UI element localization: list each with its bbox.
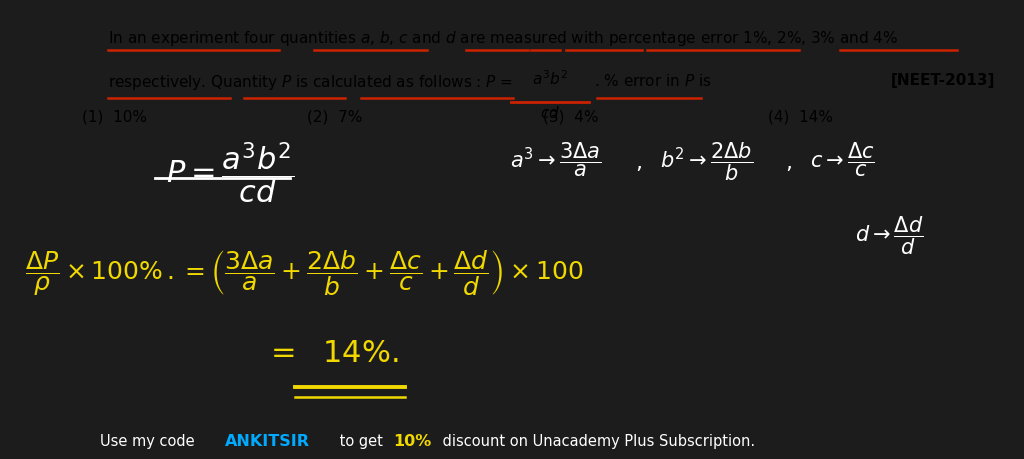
Text: ,: , xyxy=(785,153,792,174)
Text: $b^2 \rightarrow \dfrac{2\Delta b}{b}$: $b^2 \rightarrow \dfrac{2\Delta b}{b}$ xyxy=(660,140,753,183)
Text: ANKITSIR: ANKITSIR xyxy=(225,434,310,449)
Text: . % error in $P$ is: . % error in $P$ is xyxy=(594,73,712,89)
Text: Use my code: Use my code xyxy=(100,434,200,449)
Text: respectively. Quantity $P$ is calculated as follows : $P$ =: respectively. Quantity $P$ is calculated… xyxy=(108,73,514,92)
Text: [NEET-2013]: [NEET-2013] xyxy=(891,73,995,88)
Text: In an experiment four quantities $a$, $b$, $c$ and $d$ are measured with percent: In an experiment four quantities $a$, $b… xyxy=(108,29,898,48)
Text: (3)  4%: (3) 4% xyxy=(543,109,598,124)
Text: (1)  10%: (1) 10% xyxy=(82,109,146,124)
Text: to get: to get xyxy=(335,434,387,449)
Text: $= \ \ 14\%.$: $= \ \ 14\%.$ xyxy=(265,338,398,369)
Text: $d \rightarrow \dfrac{\Delta d}{d}$: $d \rightarrow \dfrac{\Delta d}{d}$ xyxy=(855,214,924,257)
Text: $c \rightarrow \dfrac{\Delta c}{c}$: $c \rightarrow \dfrac{\Delta c}{c}$ xyxy=(810,140,874,179)
Text: discount on Unacademy Plus Subscription.: discount on Unacademy Plus Subscription. xyxy=(438,434,755,449)
Text: (4)  14%: (4) 14% xyxy=(768,109,833,124)
Text: $P = \dfrac{a^3b^2}{cd}$: $P = \dfrac{a^3b^2}{cd}$ xyxy=(166,140,294,206)
Text: ,: , xyxy=(635,153,642,174)
Text: (2)  7%: (2) 7% xyxy=(307,109,362,124)
Text: 10%: 10% xyxy=(393,434,431,449)
Text: $cd$: $cd$ xyxy=(540,105,560,121)
Text: $a^3 \rightarrow \dfrac{3\Delta a}{a}$: $a^3 \rightarrow \dfrac{3\Delta a}{a}$ xyxy=(510,140,602,179)
Text: $a^3b^2$: $a^3b^2$ xyxy=(532,69,567,88)
Text: $\dfrac{\Delta P}{\rho} \times 100\%\,. = \left(\dfrac{3\Delta a}{a} + \dfrac{2\: $\dfrac{\Delta P}{\rho} \times 100\%\,. … xyxy=(25,248,584,298)
